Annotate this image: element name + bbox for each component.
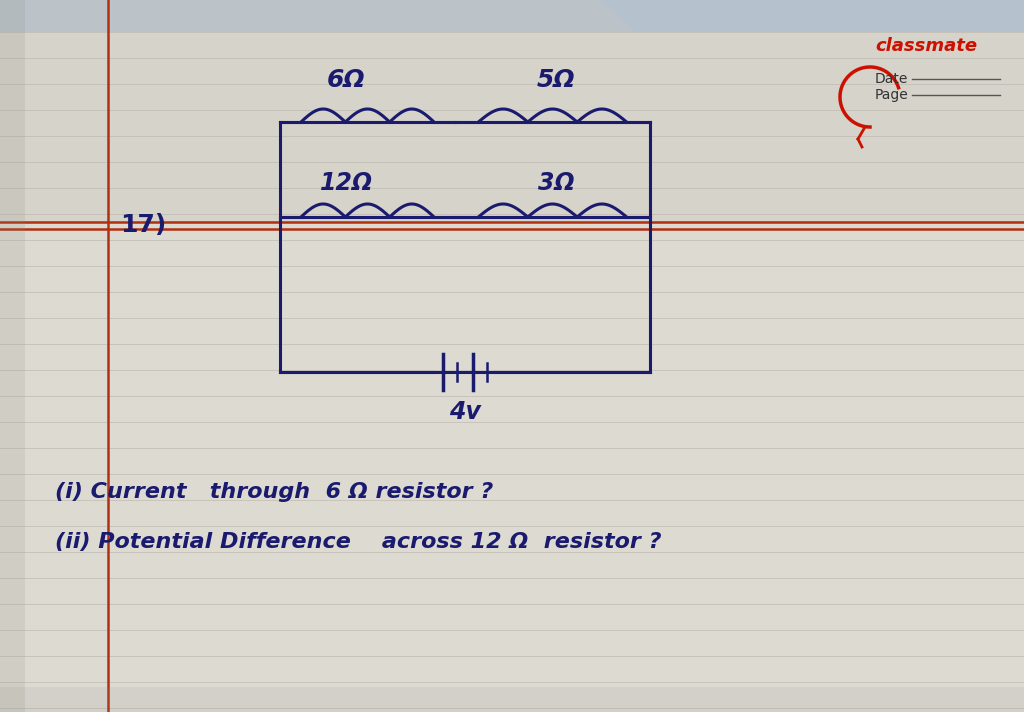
Text: 12Ω: 12Ω bbox=[319, 171, 373, 195]
Polygon shape bbox=[0, 0, 25, 712]
Text: 3Ω: 3Ω bbox=[538, 171, 574, 195]
Polygon shape bbox=[600, 0, 1024, 92]
Text: 5Ω: 5Ω bbox=[537, 68, 575, 92]
Text: 6Ω: 6Ω bbox=[328, 68, 366, 92]
Polygon shape bbox=[0, 32, 1024, 712]
Polygon shape bbox=[0, 0, 1024, 52]
Text: classmate: classmate bbox=[874, 37, 977, 55]
Polygon shape bbox=[0, 687, 1024, 712]
Polygon shape bbox=[0, 32, 1024, 222]
Text: (i) Current   through  6 Ω resistor ?: (i) Current through 6 Ω resistor ? bbox=[55, 482, 494, 502]
Text: Page: Page bbox=[874, 88, 908, 102]
Text: (ii) Potential Difference    across 12 Ω  resistor ?: (ii) Potential Difference across 12 Ω re… bbox=[55, 532, 662, 552]
Text: 4v: 4v bbox=[450, 400, 481, 424]
Text: Date: Date bbox=[874, 72, 908, 86]
Text: 17): 17) bbox=[120, 213, 166, 237]
